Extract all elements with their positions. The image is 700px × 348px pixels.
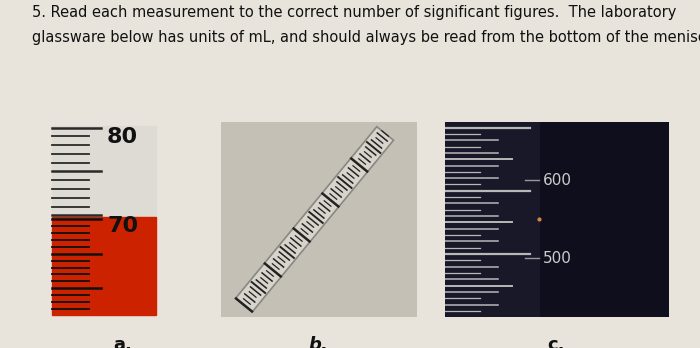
Text: 500: 500 bbox=[543, 251, 572, 266]
Bar bbox=[444, 122, 538, 317]
Text: 5. Read each measurement to the correct number of significant figures.  The labo: 5. Read each measurement to the correct … bbox=[32, 5, 676, 20]
Text: 600: 600 bbox=[543, 173, 572, 188]
Text: 70: 70 bbox=[107, 216, 138, 236]
Bar bbox=[52, 126, 156, 219]
Text: c.: c. bbox=[547, 336, 566, 348]
Text: a.: a. bbox=[113, 336, 132, 348]
Text: glassware below has units of mL, and should always be read from the bottom of th: glassware below has units of mL, and sho… bbox=[32, 30, 700, 45]
Polygon shape bbox=[236, 127, 393, 312]
Text: b.: b. bbox=[309, 336, 328, 348]
Bar bbox=[52, 217, 156, 315]
Text: 80: 80 bbox=[107, 127, 138, 147]
